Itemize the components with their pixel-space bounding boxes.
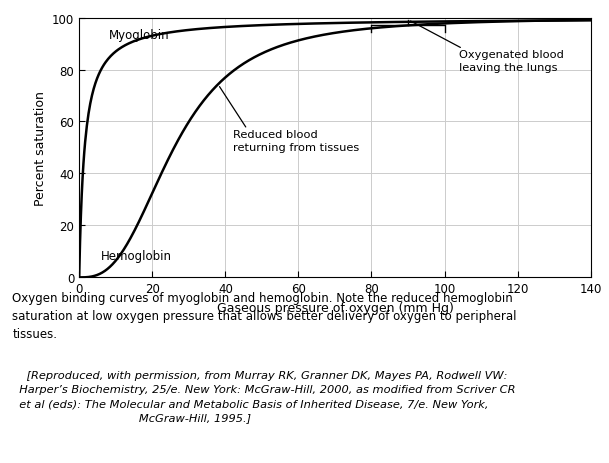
Text: [Reproduced, with permission, from Murray RK, Granner DK, Mayes PA, Rodwell VW:
: [Reproduced, with permission, from Murra… (12, 370, 516, 422)
Text: Reduced blood
returning from tissues: Reduced blood returning from tissues (233, 130, 359, 153)
Text: Oxygenated blood
leaving the lungs: Oxygenated blood leaving the lungs (459, 50, 564, 73)
Text: Oxygen binding curves of myoglobin and hemoglobin. Note the reduced hemoglobin
s: Oxygen binding curves of myoglobin and h… (12, 292, 516, 341)
Text: Myoglobin: Myoglobin (108, 29, 169, 42)
X-axis label: Gaseous pressure of oxygen (mm Hg): Gaseous pressure of oxygen (mm Hg) (217, 301, 453, 314)
Y-axis label: Percent saturation: Percent saturation (33, 91, 46, 206)
Text: Hemoglobin: Hemoglobin (101, 249, 172, 262)
